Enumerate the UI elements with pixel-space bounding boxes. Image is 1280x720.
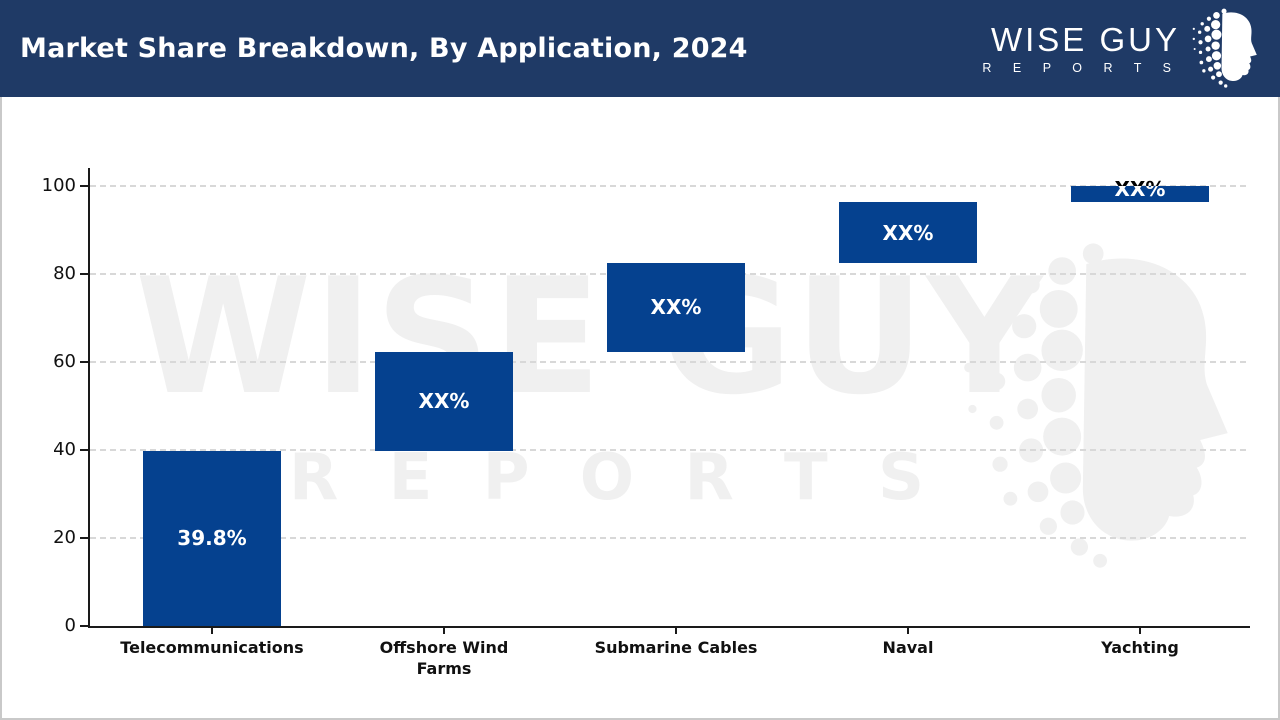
watermark-small-text: R E P O R T S bbox=[289, 441, 939, 515]
x-axis-line bbox=[88, 626, 1250, 628]
y-tick-100 bbox=[80, 185, 88, 187]
category-label-5: Yachting bbox=[1101, 638, 1179, 657]
chart-canvas: WISE GUY R E P O R T S 0 20 40 60 80 100 39.8%… bbox=[0, 97, 1280, 720]
bar-submarine-cables: XX% bbox=[607, 263, 745, 352]
category-label-2: Offshore Wind Farms bbox=[379, 638, 509, 678]
y-tick-label-40: 40 bbox=[53, 439, 76, 460]
y-tick-60 bbox=[80, 361, 88, 363]
x-tick-1 bbox=[211, 628, 213, 634]
y-axis-line bbox=[88, 168, 90, 628]
page-title: Market Share Breakdown, By Application, … bbox=[20, 33, 748, 64]
bar-value-label: XX% bbox=[418, 389, 470, 414]
y-tick-80 bbox=[80, 273, 88, 275]
watermark-head-icon bbox=[964, 243, 1228, 568]
logo-text: WISE GUY R E P O R T S bbox=[982, 23, 1180, 75]
x-tick-3 bbox=[675, 628, 677, 634]
y-tick-label-80: 80 bbox=[53, 263, 76, 284]
category-label-3: Submarine Cables bbox=[594, 638, 758, 657]
y-tick-label-60: 60 bbox=[53, 351, 76, 372]
y-tick-40 bbox=[80, 449, 88, 451]
plot-area: 0 20 40 60 80 100 39.8% Telecommunications XX% Of… bbox=[42, 160, 1250, 678]
y-tick-20 bbox=[80, 537, 88, 539]
y-tick-label-20: 20 bbox=[53, 527, 76, 548]
wiseguy-head-icon bbox=[1192, 8, 1257, 88]
gridline-60 bbox=[90, 361, 1250, 363]
bar-value-label: XX% bbox=[650, 295, 702, 320]
bar-yachting: XX% bbox=[1071, 186, 1209, 203]
bar-telecommunications: 39.8% bbox=[143, 450, 281, 626]
logo-name: WISE GUY bbox=[990, 20, 1180, 58]
bar-value-label: XX% bbox=[1114, 186, 1166, 201]
gridline-100 bbox=[90, 185, 1250, 187]
gridline-40 bbox=[90, 449, 1250, 451]
bar-offshore-wind-farms: XX% bbox=[375, 351, 513, 451]
x-tick-4 bbox=[907, 628, 909, 634]
wiseguy-logo: WISE GUY R E P O R T S bbox=[982, 7, 1262, 91]
logo-tagline: R E P O R T S bbox=[982, 60, 1180, 75]
x-tick-2 bbox=[443, 628, 445, 634]
bar-naval: XX% bbox=[839, 202, 977, 263]
y-tick-label-100: 100 bbox=[41, 175, 76, 196]
category-label-1: Telecommunications bbox=[120, 638, 304, 657]
watermark-big-text: WISE GUY bbox=[135, 243, 1045, 430]
category-label-4: Naval bbox=[882, 638, 934, 657]
gridline-20 bbox=[90, 537, 1250, 539]
bar-value-label: XX% bbox=[882, 220, 934, 245]
x-tick-5 bbox=[1139, 628, 1141, 634]
y-tick-0 bbox=[80, 625, 88, 627]
header-bar: Market Share Breakdown, By Application, … bbox=[0, 0, 1280, 97]
y-tick-label-0: 0 bbox=[64, 615, 76, 636]
bar-value-label: 39.8% bbox=[177, 526, 247, 551]
